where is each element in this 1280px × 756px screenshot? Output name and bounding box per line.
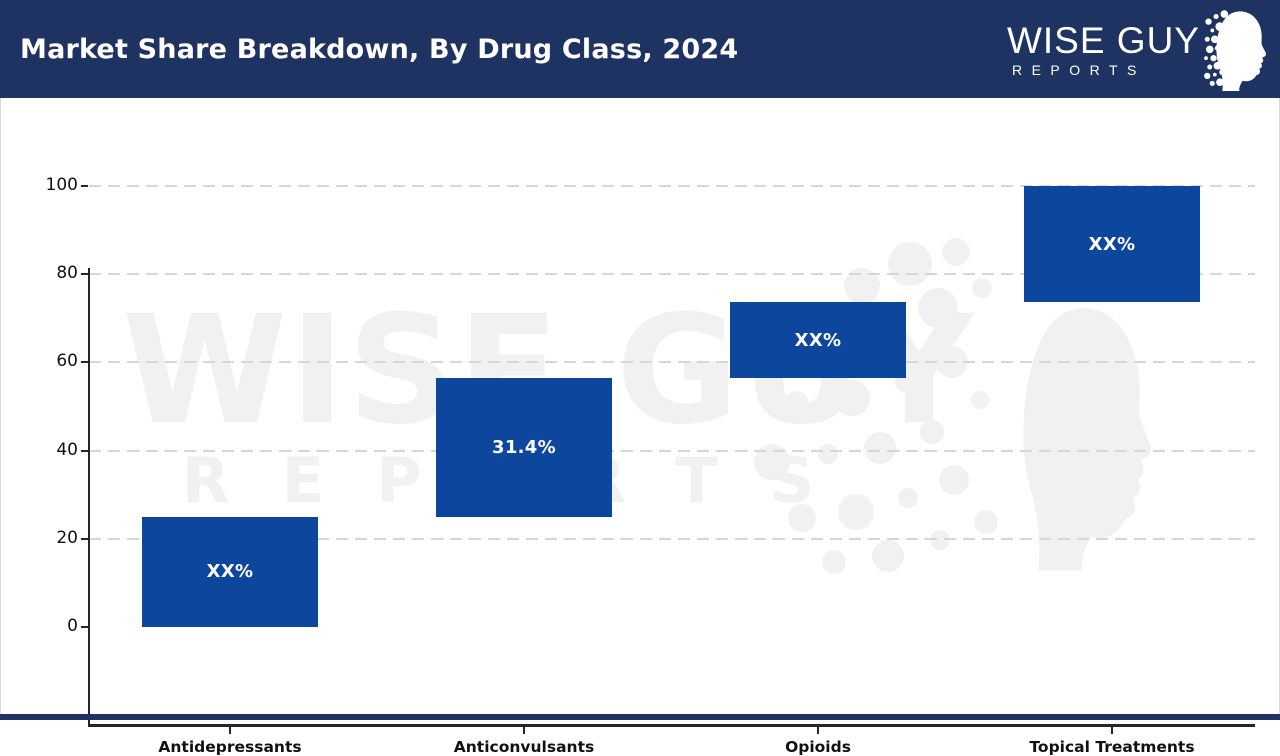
x-tick-label-2: Opioids xyxy=(785,738,851,756)
gridline-80 xyxy=(89,273,1255,276)
gridline-20 xyxy=(89,537,1255,540)
y-tick-mark-100 xyxy=(81,185,88,187)
bar-value-label: 31.4% xyxy=(492,437,556,458)
y-tick-mark-80 xyxy=(81,273,88,276)
y-tick-label-40: 40 xyxy=(56,439,78,460)
gridline-40 xyxy=(89,449,1255,452)
logo-head-icon xyxy=(1204,10,1267,91)
x-axis-line xyxy=(88,724,1255,727)
x-tick-label-1: Anticonvulsants xyxy=(453,738,595,756)
logo-text: WISE GUY REPORTS xyxy=(1006,19,1200,79)
bar-antidepressants: XX% xyxy=(142,516,318,627)
page-title: Market Share Breakdown, By Drug Class, 2… xyxy=(20,33,739,65)
header-bar: Market Share Breakdown, By Drug Class, 2… xyxy=(0,0,1280,98)
y-tick-label-20: 20 xyxy=(56,527,78,548)
gridline-100 xyxy=(89,185,1255,187)
y-tick-mark-0 xyxy=(81,626,88,628)
y-tick-label-100: 100 xyxy=(45,175,78,195)
y-axis-line xyxy=(88,268,90,726)
left-border xyxy=(0,98,1,714)
bar-anticonvulsants: 31.4% xyxy=(436,378,612,517)
y-tick-mark-40 xyxy=(81,449,88,452)
bar-value-label: XX% xyxy=(794,329,842,351)
x-tick-label-3: Topical Treatments xyxy=(1029,738,1195,756)
x-tick-mark-2 xyxy=(817,727,819,734)
bar-topical-treatments: XX% xyxy=(1024,186,1200,303)
y-tick-label-80: 80 xyxy=(56,263,78,284)
bar-value-label: XX% xyxy=(206,561,254,583)
x-tick-mark-0 xyxy=(229,727,231,734)
y-tick-label-60: 60 xyxy=(56,351,78,372)
bar-value-label: XX% xyxy=(1088,233,1136,255)
x-tick-mark-3 xyxy=(1111,727,1113,734)
gridline-60 xyxy=(89,361,1255,364)
logo-wordmark: WISE GUY xyxy=(1006,19,1200,61)
y-tick-mark-20 xyxy=(81,537,88,540)
footer-bar xyxy=(0,714,1280,720)
logo-subtitle: REPORTS xyxy=(1011,62,1146,79)
y-tick-label-0: 0 xyxy=(67,616,78,636)
y-tick-mark-60 xyxy=(81,361,88,364)
wise-guy-reports-logo: WISE GUY REPORTS xyxy=(1007,8,1268,92)
x-tick-mark-1 xyxy=(523,727,525,734)
bar-opioids: XX% xyxy=(730,302,906,379)
x-tick-label-0: Antidepressants xyxy=(158,738,302,756)
